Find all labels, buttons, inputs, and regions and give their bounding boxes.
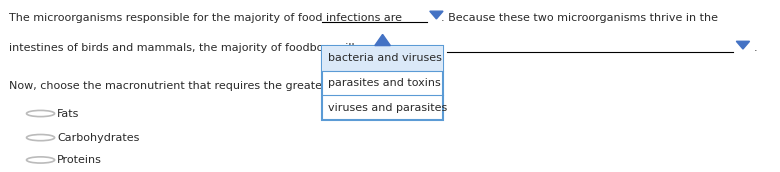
Text: bacteria and viruses: bacteria and viruses: [328, 53, 442, 63]
Text: . Because these two microorganisms thrive in the: . Because these two microorganisms thriv…: [441, 13, 718, 23]
Text: Proteins: Proteins: [57, 155, 102, 165]
FancyBboxPatch shape: [322, 46, 443, 120]
Text: viruses and parasites: viruses and parasites: [328, 103, 448, 113]
Text: Fats: Fats: [57, 109, 80, 119]
Polygon shape: [430, 11, 443, 19]
Text: parasites and toxins: parasites and toxins: [328, 78, 441, 88]
Text: intestines of birds and mammals, the majority of foodborne illness resu: intestines of birds and mammals, the maj…: [9, 43, 408, 53]
Text: .: .: [753, 43, 757, 53]
Text: The microorganisms responsible for the majority of food infections are: The microorganisms responsible for the m…: [9, 13, 402, 23]
Text: Carbohydrates: Carbohydrates: [57, 133, 140, 143]
Polygon shape: [374, 34, 390, 46]
Polygon shape: [736, 41, 750, 49]
FancyBboxPatch shape: [322, 46, 443, 71]
Text: Now, choose the macronutrient that requires the greatest consideration: Now, choose the macronutrient that requi…: [9, 81, 412, 91]
